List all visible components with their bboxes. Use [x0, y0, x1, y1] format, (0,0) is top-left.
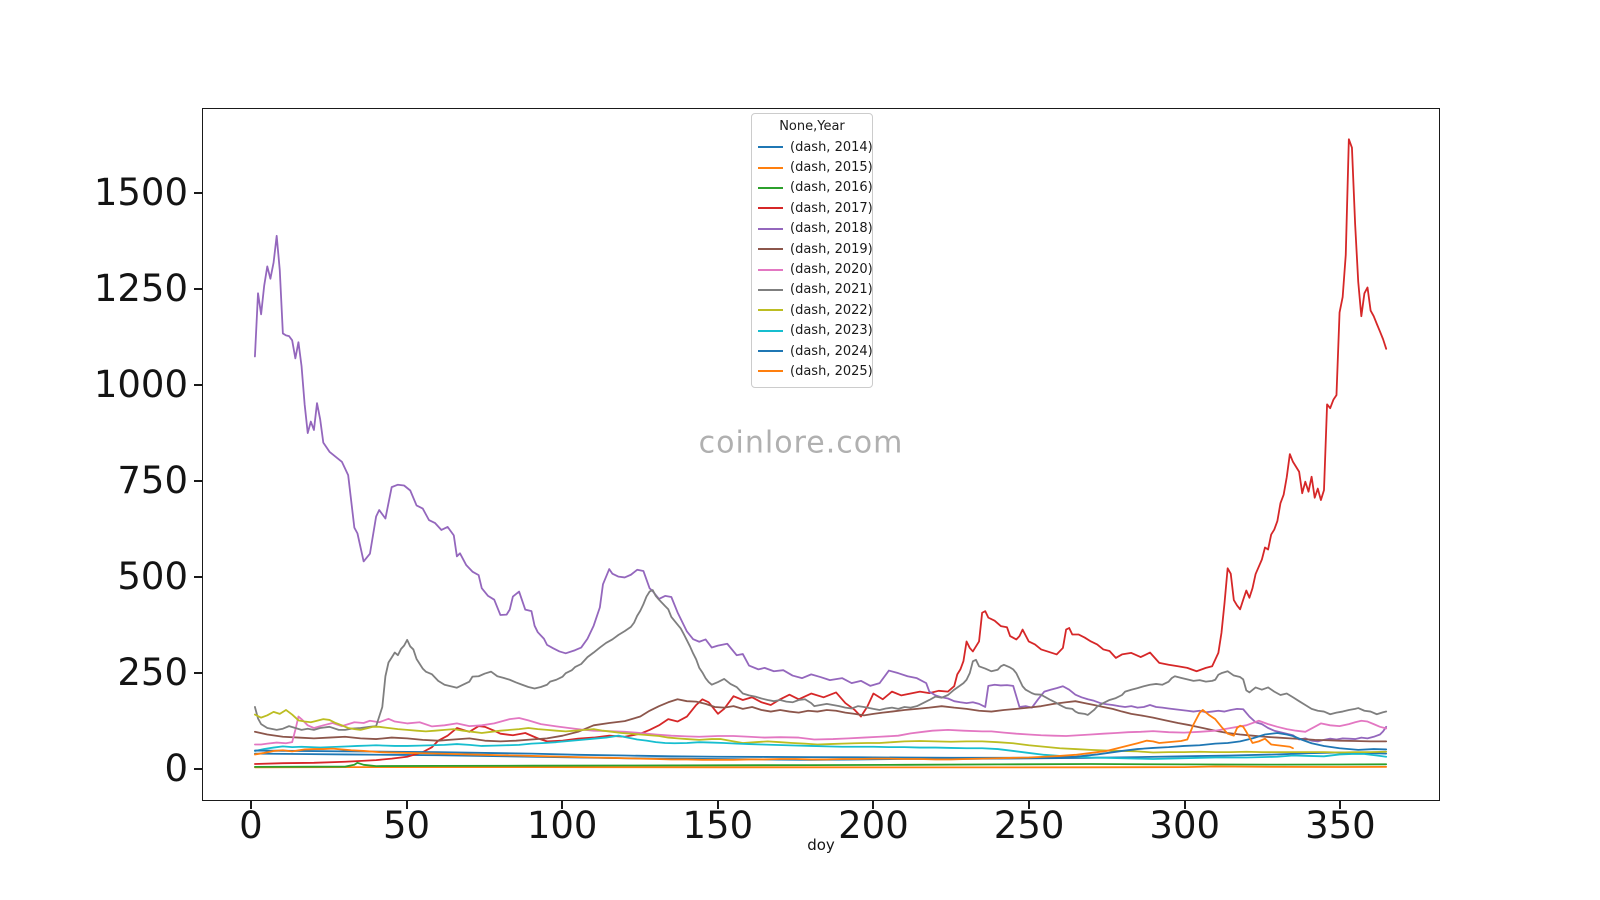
- series-line-dash-2024: [254, 732, 1388, 759]
- line-series-canvas: [254, 138, 1388, 769]
- legend-item-dash-2017: (dash, 2017): [758, 198, 873, 218]
- y-tick-label-1250: 1250: [93, 266, 188, 310]
- x-tick-label-200: 200: [838, 804, 909, 847]
- y-tick-label-250: 250: [117, 651, 188, 695]
- legend: None,Year (dash, 2014) (dash, 2015) (dash,…: [751, 113, 873, 388]
- x-tick-mark-150: [716, 801, 719, 809]
- legend-swatch-dash-2023: [758, 329, 783, 332]
- y-tick-mark-1000: [194, 383, 202, 386]
- series-line-dash-2025: [254, 709, 1294, 761]
- legend-item-dash-2021: (dash, 2021): [758, 280, 873, 300]
- legend-label-dash-2015: (dash, 2015): [790, 160, 873, 176]
- watermark: coinlore.com: [698, 425, 904, 461]
- legend-swatch-dash-2016: [758, 186, 783, 189]
- legend-swatch-dash-2018: [758, 227, 783, 230]
- legend-swatch-dash-2019: [758, 248, 783, 251]
- legend-item-dash-2018: (dash, 2018): [758, 219, 873, 239]
- y-tick-mark-0: [194, 768, 202, 771]
- x-tick-label-300: 300: [1149, 804, 1221, 847]
- legend-item-dash-2015: (dash, 2015): [758, 157, 873, 177]
- legend-swatch-dash-2021: [758, 288, 783, 291]
- legend-item-dash-2022: (dash, 2022): [758, 300, 873, 320]
- legend-swatch-dash-2014: [758, 146, 783, 149]
- legend-label-dash-2016: (dash, 2016): [790, 180, 873, 196]
- x-tick-mark-200: [872, 801, 875, 809]
- legend-label-dash-2022: (dash, 2022): [790, 302, 873, 318]
- legend-label-dash-2018: (dash, 2018): [790, 221, 873, 237]
- legend-swatch-dash-2020: [758, 268, 783, 271]
- legend-label-dash-2021: (dash, 2021): [790, 282, 873, 298]
- x-tick-label-150: 150: [682, 804, 754, 847]
- legend-swatch-dash-2015: [758, 166, 783, 169]
- series-line-dash-2016: [254, 761, 1388, 768]
- plot-area: coinlore.com None,Year (dash, 2014) (dash…: [202, 108, 1440, 801]
- legend-item-dash-2019: (dash, 2019): [758, 239, 873, 259]
- legend-title: None,Year: [779, 119, 845, 134]
- legend-item-dash-2020: (dash, 2020): [758, 259, 873, 279]
- y-tick-label-750: 750: [117, 459, 188, 502]
- legend-label-dash-2014: (dash, 2014): [790, 139, 873, 155]
- legend-swatch-dash-2022: [758, 309, 783, 312]
- legend-label-dash-2024: (dash, 2024): [790, 343, 873, 359]
- x-tick-mark-300: [1183, 801, 1186, 809]
- legend-item-dash-2014: (dash, 2014): [758, 137, 873, 157]
- series-line-dash-2020: [254, 715, 1388, 746]
- legend-label-dash-2020: (dash, 2020): [790, 262, 873, 278]
- legend-label-dash-2017: (dash, 2017): [790, 200, 873, 216]
- y-tick-mark-1500: [194, 191, 202, 194]
- series-line-dash-2019: [254, 698, 1388, 743]
- series-line-dash-2017: [254, 138, 1388, 765]
- y-tick-mark-500: [194, 576, 202, 579]
- legend-item-dash-2025: (dash, 2025): [758, 361, 873, 381]
- legend-item-dash-2016: (dash, 2016): [758, 178, 873, 198]
- y-tick-mark-250: [194, 672, 202, 675]
- series-line-dash-2021: [254, 589, 1388, 731]
- legend-item-dash-2023: (dash, 2023): [758, 321, 873, 341]
- x-tick-label-50: 50: [382, 804, 431, 847]
- y-tick-label-0: 0: [164, 747, 188, 791]
- legend-swatch-dash-2025: [758, 370, 783, 373]
- legend-label-dash-2023: (dash, 2023): [790, 323, 873, 339]
- series-line-dash-2018: [254, 234, 1388, 743]
- legend-item-dash-2024: (dash, 2024): [758, 341, 873, 361]
- x-tick-mark-0: [249, 801, 252, 809]
- x-tick-mark-250: [1028, 801, 1031, 809]
- legend-swatch-dash-2024: [758, 350, 783, 353]
- x-tick-label-350: 350: [1305, 804, 1376, 847]
- x-tick-label-0: 0: [239, 804, 263, 847]
- y-tick-label-1500: 1500: [93, 170, 188, 214]
- x-tick-mark-100: [561, 801, 564, 809]
- x-tick-label-100: 100: [526, 804, 598, 847]
- legend-label-dash-2019: (dash, 2019): [790, 241, 873, 257]
- x-tick-label-250: 250: [993, 804, 1065, 847]
- legend-rows: (dash, 2014) (dash, 2015) (dash, 2016) (das…: [758, 137, 873, 382]
- x-tick-mark-350: [1339, 801, 1342, 809]
- y-tick-label-1000: 1000: [93, 362, 188, 406]
- x-tick-mark-50: [405, 801, 408, 809]
- legend-swatch-dash-2017: [758, 207, 783, 210]
- legend-label-dash-2025: (dash, 2025): [790, 363, 873, 379]
- y-tick-mark-750: [194, 480, 202, 482]
- series-line-dash-2023: [254, 734, 1388, 760]
- y-tick-label-500: 500: [117, 555, 188, 599]
- y-tick-mark-1250: [194, 287, 202, 290]
- series-line-dash-2015: [254, 765, 1388, 769]
- x-axis-label: doy: [807, 836, 835, 854]
